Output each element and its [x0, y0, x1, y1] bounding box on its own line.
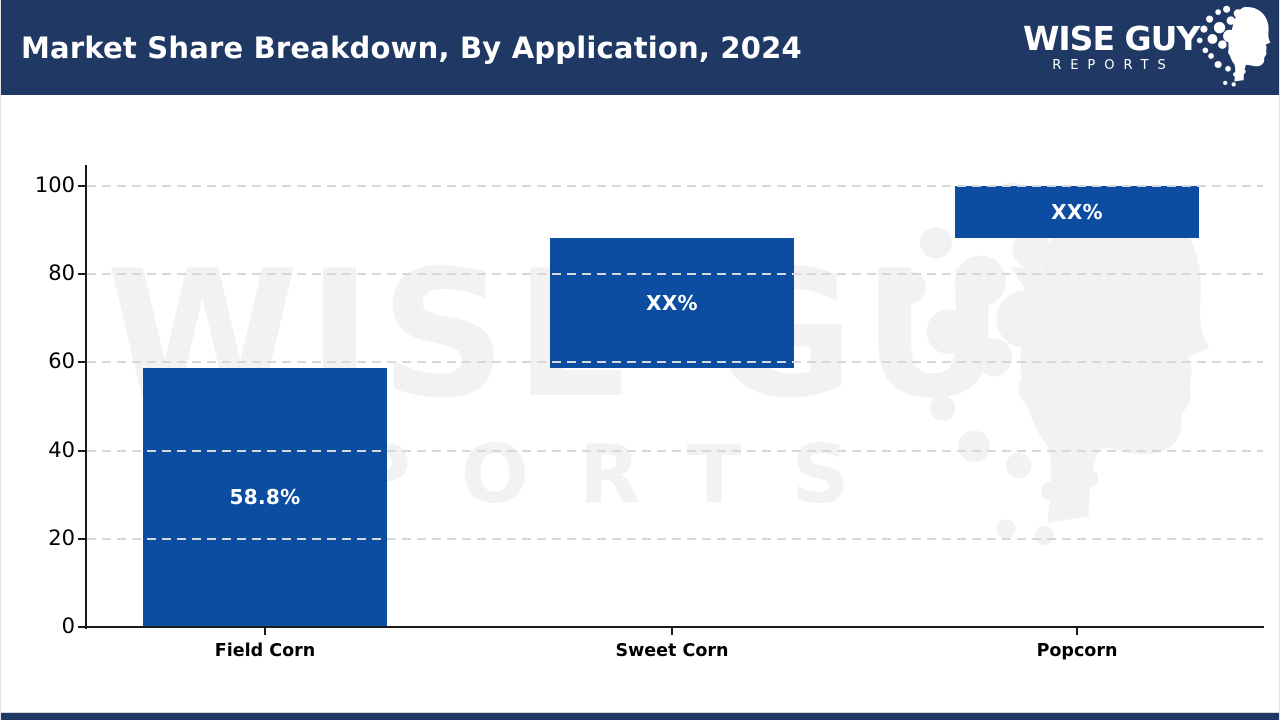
y-tick-label: 80	[48, 261, 75, 286]
logo-wordmark-line2: REPORTS	[1052, 58, 1175, 73]
y-tick-mark	[78, 185, 86, 187]
logo-head-icon	[1193, 5, 1273, 90]
gridline-80	[87, 273, 1263, 276]
logo-wordmark-line1: WISE GUY	[1023, 19, 1200, 58]
gridline-20	[87, 537, 1263, 540]
bar-field-corn: 58.8%	[143, 367, 387, 627]
x-tick-mark	[264, 627, 266, 635]
header-band: Market Share Breakdown, By Application, …	[1, 0, 1279, 95]
bar-value-label: XX%	[646, 290, 698, 315]
y-tick-label: 100	[34, 173, 75, 197]
x-tick-label: Sweet Corn	[615, 641, 729, 661]
bar-value-label: 58.8%	[229, 485, 301, 510]
y-axis-line	[85, 165, 87, 629]
y-tick-mark	[78, 361, 86, 364]
x-tick-mark	[1076, 627, 1078, 635]
x-tick-mark	[671, 627, 673, 635]
bar-value-label: XX%	[1051, 199, 1103, 224]
y-tick-label: 40	[48, 437, 75, 462]
y-tick-label: 20	[48, 525, 75, 550]
x-axis-line	[85, 626, 1264, 628]
bar-sweet-corn: XX%	[550, 237, 794, 368]
page-title: Market Share Breakdown, By Application, …	[21, 30, 802, 65]
y-tick-mark	[78, 273, 86, 276]
gridline-100	[87, 185, 1263, 187]
plot-area: 0 20 40 60 80 100 58.8% XX% XX% Field Corn Sweet C…	[1, 95, 1279, 712]
footer-band	[1, 712, 1279, 720]
y-tick-mark	[78, 449, 86, 452]
y-tick-mark	[78, 626, 86, 628]
logo-wordmark: WISE GUY REPORTS	[1023, 19, 1200, 73]
wise-guy-logo: WISE GUY REPORTS	[1023, 0, 1273, 95]
gridline-40	[87, 449, 1263, 452]
x-tick-label: Field Corn	[214, 641, 316, 661]
x-tick-label: Popcorn	[1036, 641, 1118, 661]
gridline-60	[87, 361, 1263, 364]
y-tick-mark	[78, 537, 86, 540]
y-tick-label: 0	[61, 614, 75, 638]
bar-popcorn: XX%	[955, 186, 1199, 238]
y-tick-label: 60	[48, 349, 75, 374]
